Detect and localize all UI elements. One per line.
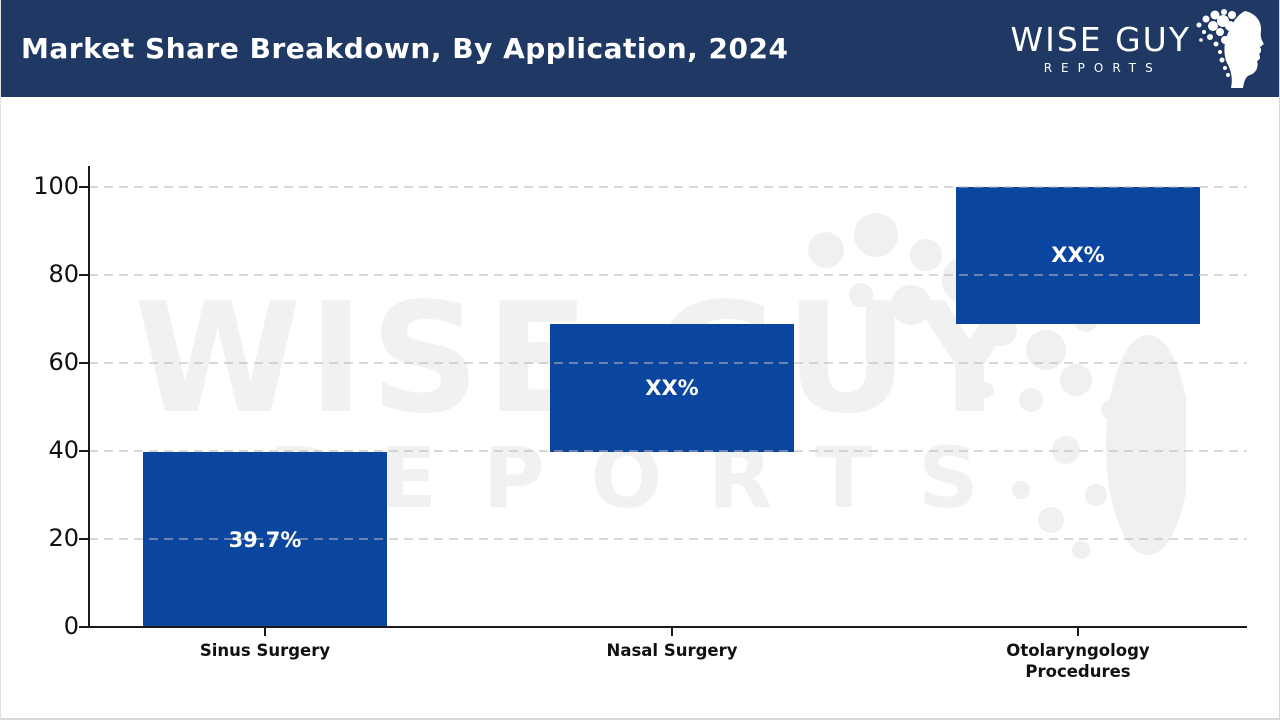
y-tick-label: 80 — [48, 260, 79, 288]
y-tick-mark — [79, 450, 88, 452]
x-tick-mark — [671, 628, 673, 636]
gridline-40 — [89, 450, 1247, 452]
gridline-100 — [89, 186, 1247, 188]
logo-wordmark-text: WISE GUY — [1010, 19, 1191, 59]
logo-reports-label: REPORTS — [1043, 60, 1162, 75]
x-category-label-sinus-surgery: Sinus Surgery — [199, 641, 331, 660]
y-tick-label: 20 — [48, 524, 79, 552]
y-tick-label: 40 — [48, 436, 79, 464]
bar-value-label: XX% — [645, 376, 699, 401]
logo-head-icon — [1196, 8, 1264, 88]
y-tick-label: 100 — [33, 172, 79, 200]
logo-wordmark: WISE GUY REPORTS — [1010, 23, 1191, 75]
y-tick-mark — [79, 362, 88, 364]
y-tick-mark — [79, 538, 88, 540]
x-tick-mark — [264, 628, 266, 636]
gridline-20 — [89, 538, 1247, 540]
bar-value-label: XX% — [1051, 243, 1105, 268]
bar-value-label: 39.7% — [228, 527, 302, 552]
y-tick-mark — [79, 274, 88, 276]
y-tick-mark — [79, 626, 88, 628]
bar-otolaryngology-procedures — [956, 187, 1200, 324]
watermark-dots-icon — [808, 213, 1186, 559]
bar-nasal-surgery — [550, 323, 794, 453]
y-tick-mark — [79, 186, 88, 188]
y-tick-label: 0 — [63, 612, 79, 640]
page-title: Market Share Breakdown, By Application, … — [21, 32, 789, 65]
header-bar: Market Share Breakdown, By Application, … — [1, 0, 1279, 97]
x-axis-line — [88, 626, 1247, 628]
x-tick-mark — [1077, 628, 1079, 636]
x-category-label-otolaryngology-procedures: Otolaryngology Procedures — [1006, 641, 1150, 682]
y-axis-line — [88, 166, 90, 628]
x-category-label-nasal-surgery: Nasal Surgery — [606, 641, 738, 660]
gridline-80 — [89, 274, 1247, 276]
gridline-60 — [89, 362, 1247, 364]
brand-logo: WISE GUY REPORTS — [1010, 8, 1265, 89]
y-tick-label: 60 — [48, 348, 79, 376]
